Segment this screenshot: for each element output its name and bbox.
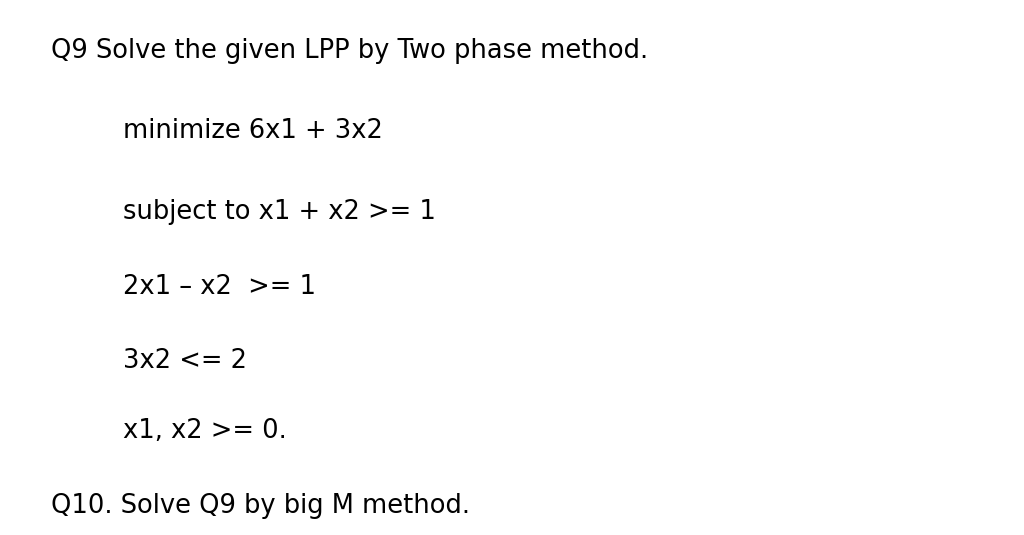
Text: subject to x1 + x2 >= 1: subject to x1 + x2 >= 1: [123, 198, 436, 225]
Text: minimize 6x1 + 3x2: minimize 6x1 + 3x2: [123, 118, 383, 144]
Text: Q9 Solve the given LPP by Two phase method.: Q9 Solve the given LPP by Two phase meth…: [51, 38, 648, 64]
Text: x1, x2 >= 0.: x1, x2 >= 0.: [123, 418, 287, 444]
Text: 3x2 <= 2: 3x2 <= 2: [123, 348, 247, 374]
Text: Q10. Solve Q9 by big M method.: Q10. Solve Q9 by big M method.: [51, 493, 470, 519]
Text: 2x1 – x2  >= 1: 2x1 – x2 >= 1: [123, 273, 315, 300]
